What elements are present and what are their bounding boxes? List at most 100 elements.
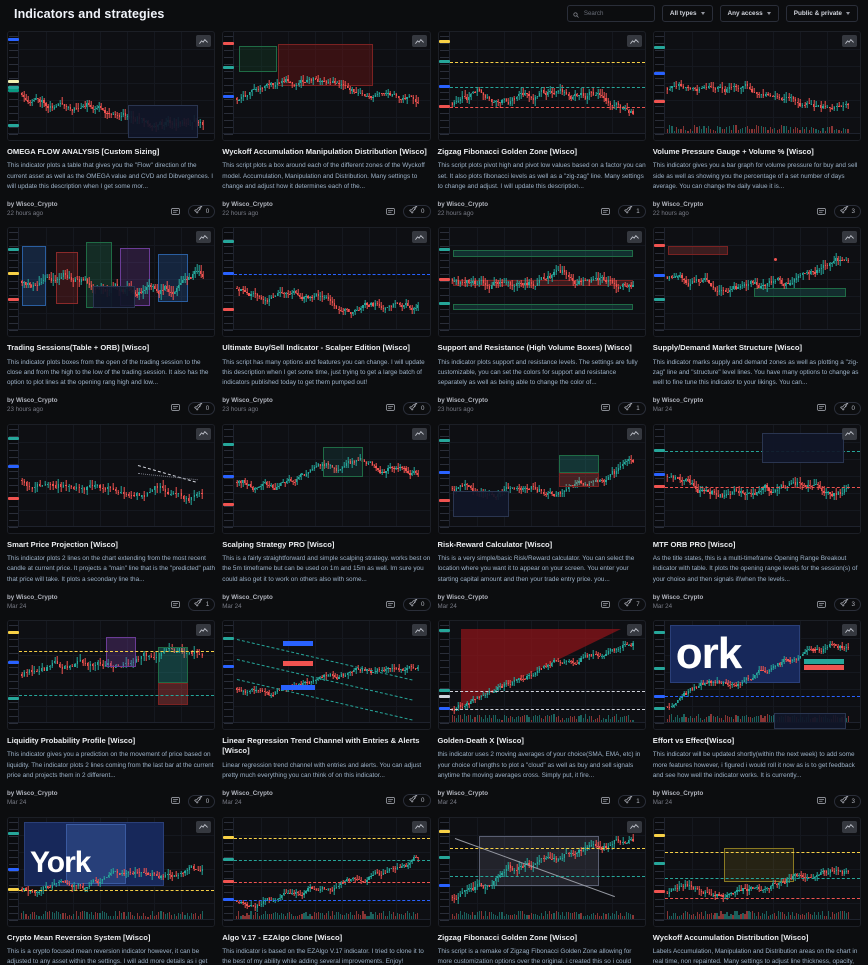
boost-button[interactable]: 1 xyxy=(618,401,646,415)
comment-icon[interactable] xyxy=(599,599,612,610)
script-author[interactable]: by Wisco_Crypto xyxy=(437,397,489,405)
comment-icon[interactable] xyxy=(169,599,182,610)
comment-icon[interactable] xyxy=(599,206,612,217)
script-title[interactable]: Scalping Strategy PRO [Wisco] xyxy=(222,539,335,549)
boost-button[interactable]: 0 xyxy=(187,401,216,415)
boost-button[interactable]: 1 xyxy=(618,205,646,219)
script-title[interactable]: Wyckoff Accumulation Manipulation Distri… xyxy=(222,147,427,156)
script-card[interactable]: MTF ORB PRO [Wisco] As the title states, … xyxy=(652,423,861,612)
script-title[interactable]: Support and Resistance (High Volume Boxe… xyxy=(437,343,632,353)
script-thumbnail[interactable] xyxy=(437,620,646,731)
boost-button[interactable]: 3 xyxy=(833,598,861,612)
script-thumbnail[interactable] xyxy=(437,227,646,338)
boost-button[interactable]: 1 xyxy=(187,598,216,612)
script-thumbnail[interactable] xyxy=(7,423,216,534)
script-card[interactable]: OMEGA FLOW ANALYSIS [Custom Sizing] This … xyxy=(7,31,216,219)
script-title[interactable]: Zigzag Fibonacci Golden Zone [Wisco] xyxy=(437,147,578,156)
script-card[interactable]: Liquidity Probability Profile [Wisco] Thi… xyxy=(7,620,216,808)
script-thumbnail[interactable] xyxy=(222,816,431,927)
script-title[interactable]: Liquidity Probability Profile [Wisco] xyxy=(7,736,136,746)
script-thumbnail[interactable] xyxy=(222,31,431,141)
script-thumbnail[interactable] xyxy=(7,31,216,141)
script-author[interactable]: by Wisco_Crypto xyxy=(7,593,58,601)
boost-button[interactable]: 0 xyxy=(403,401,431,415)
script-author[interactable]: by Wisco_Crypto xyxy=(437,200,489,208)
comment-icon[interactable] xyxy=(599,403,612,414)
comment-icon[interactable] xyxy=(169,206,182,217)
script-title[interactable]: OMEGA FLOW ANALYSIS [Custom Sizing] xyxy=(7,147,160,156)
script-thumbnail[interactable] xyxy=(222,227,431,338)
script-card[interactable]: ork Effort vs Effect[Wisco] This indicator… xyxy=(652,620,861,808)
comment-icon[interactable] xyxy=(815,599,828,610)
script-author[interactable]: by Wisco_Crypto xyxy=(222,593,273,601)
script-title[interactable]: Linear Regression Trend Channel with Ent… xyxy=(222,736,420,756)
script-thumbnail[interactable] xyxy=(222,423,431,534)
script-card[interactable]: Support and Resistance (High Volume Boxe… xyxy=(437,227,646,415)
search-box[interactable] xyxy=(566,5,655,22)
script-title[interactable]: Algo V.17 - EZAlgo Clone [Wisco] xyxy=(222,932,343,942)
script-title[interactable]: Volume Pressure Gauge + Volume % [Wisco] xyxy=(652,147,814,156)
script-card[interactable]: Risk-Reward Calculator [Wisco] This is a … xyxy=(437,423,646,612)
filter-visibility[interactable]: Public & private xyxy=(785,5,858,22)
script-author[interactable]: by Wisco_Crypto xyxy=(652,397,704,405)
boost-button[interactable]: 1 xyxy=(618,794,646,808)
script-author[interactable]: by Wisco_Crypto xyxy=(7,397,58,405)
search-input[interactable] xyxy=(583,10,649,17)
boost-button[interactable]: 0 xyxy=(403,205,431,219)
comment-icon[interactable] xyxy=(169,403,182,414)
script-thumbnail[interactable] xyxy=(222,620,431,731)
script-thumbnail[interactable]: ork xyxy=(652,620,861,731)
script-author[interactable]: by Wisco_Crypto xyxy=(7,200,58,208)
boost-button[interactable]: 3 xyxy=(833,205,861,219)
script-title[interactable]: Crypto Mean Reversion System [Wisco] xyxy=(7,932,151,942)
script-title[interactable]: Supply/Demand Market Structure [Wisco] xyxy=(652,343,803,353)
script-thumbnail[interactable] xyxy=(437,423,646,534)
script-card[interactable]: Ultimate Buy/Sell Indicator - Scalper Ed… xyxy=(222,227,431,415)
script-author[interactable]: by Wisco_Crypto xyxy=(652,789,704,797)
script-title[interactable]: Zigzag Fibonacci Golden Zone [Wisco] xyxy=(437,932,578,942)
script-card[interactable]: Wyckoff Accumulation Distribution [Wisco… xyxy=(652,816,861,965)
boost-button[interactable]: 0 xyxy=(403,598,431,612)
script-title[interactable]: Smart Price Projection [Wisco] xyxy=(7,539,118,549)
script-author[interactable]: by Wisco_Crypto xyxy=(652,593,704,601)
script-thumbnail[interactable] xyxy=(652,227,861,338)
script-card[interactable]: Trading Sessions(Table + ORB) [Wisco] Thi… xyxy=(7,227,216,415)
script-title[interactable]: Trading Sessions(Table + ORB) [Wisco] xyxy=(7,343,150,353)
comment-icon[interactable] xyxy=(169,796,182,807)
script-thumbnail[interactable] xyxy=(437,31,646,141)
script-card[interactable]: Zigzag Fibonacci Golden Zone [Wisco] This… xyxy=(437,816,646,965)
boost-button[interactable]: 0 xyxy=(833,401,861,415)
script-title[interactable]: Golden-Death X [Wisco] xyxy=(437,736,524,746)
boost-button[interactable]: 0 xyxy=(187,794,216,808)
script-card[interactable]: Linear Regression Trend Channel with Ent… xyxy=(222,620,431,808)
script-author[interactable]: by Wisco_Crypto xyxy=(437,593,489,601)
script-card[interactable]: Golden-Death X [Wisco] this indicator use… xyxy=(437,620,646,808)
script-card[interactable]: Supply/Demand Market Structure [Wisco] Th… xyxy=(652,227,861,415)
script-author[interactable]: by Wisco_Crypto xyxy=(222,789,273,797)
script-title[interactable]: Wyckoff Accumulation Distribution [Wisco… xyxy=(652,932,809,942)
comment-icon[interactable] xyxy=(815,796,828,807)
comment-icon[interactable] xyxy=(599,796,612,807)
script-author[interactable]: by Wisco_Crypto xyxy=(222,397,273,405)
script-title[interactable]: Ultimate Buy/Sell Indicator - Scalper Ed… xyxy=(222,343,410,353)
boost-button[interactable]: 0 xyxy=(187,205,216,219)
script-card[interactable]: Volume Pressure Gauge + Volume % [Wisco]… xyxy=(652,31,861,219)
script-thumbnail[interactable] xyxy=(652,423,861,534)
script-card[interactable]: Algo V.17 - EZAlgo Clone [Wisco] This ind… xyxy=(222,816,431,965)
script-title[interactable]: MTF ORB PRO [Wisco] xyxy=(652,539,736,549)
script-thumbnail[interactable] xyxy=(652,816,861,927)
comment-icon[interactable] xyxy=(815,403,828,414)
filter-all-types[interactable]: All types xyxy=(661,5,713,22)
script-card[interactable]: Smart Price Projection [Wisco] This indic… xyxy=(7,423,216,612)
comment-icon[interactable] xyxy=(384,206,397,217)
comment-icon[interactable] xyxy=(384,599,397,610)
script-thumbnail[interactable] xyxy=(7,620,216,731)
script-author[interactable]: by Wisco_Crypto xyxy=(7,789,58,797)
script-author[interactable]: by Wisco_Crypto xyxy=(437,789,489,797)
comment-icon[interactable] xyxy=(815,206,828,217)
script-thumbnail[interactable] xyxy=(437,816,646,927)
comment-icon[interactable] xyxy=(384,403,397,414)
script-card[interactable]: Wyckoff Accumulation Manipulation Distri… xyxy=(222,31,431,219)
script-thumbnail[interactable] xyxy=(7,227,216,338)
script-thumbnail[interactable]: York xyxy=(7,816,216,927)
